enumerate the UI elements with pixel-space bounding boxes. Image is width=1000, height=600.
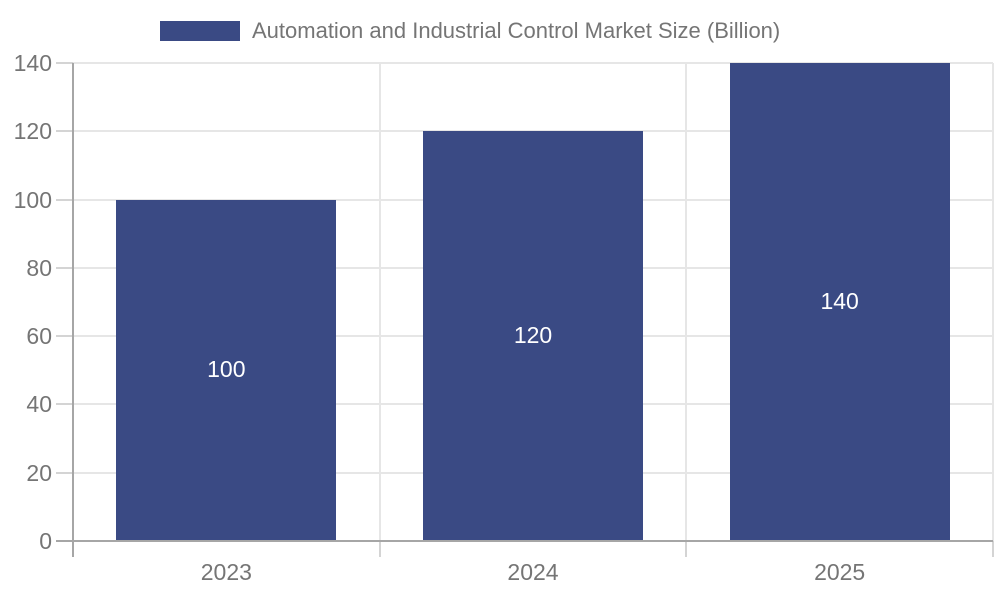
gridline-v — [685, 63, 688, 541]
y-tick-label: 80 — [26, 254, 52, 281]
x-axis-line — [56, 540, 993, 542]
bar-value-label: 100 — [207, 356, 246, 383]
y-tick-label: 140 — [13, 50, 52, 76]
x-tick-label: 2025 — [814, 559, 866, 585]
y-tick-label: 40 — [26, 391, 52, 418]
x-tick-label: 2024 — [507, 559, 559, 585]
bar — [423, 131, 643, 541]
x-tick-label: 2023 — [200, 559, 252, 585]
bar — [116, 199, 337, 541]
y-tick — [56, 130, 73, 133]
y-tick-label: 0 — [39, 528, 52, 554]
y-tick-label: 120 — [13, 118, 52, 145]
y-tick-label: 20 — [26, 459, 52, 486]
bar-value-label: 120 — [513, 322, 553, 349]
chart-legend: Automation and Industrial Control Market… — [160, 17, 780, 45]
y-tick — [56, 335, 73, 338]
x-tick — [378, 541, 381, 557]
gridline-h — [73, 62, 993, 64]
y-tick — [56, 62, 73, 64]
bar-value-label: 140 — [820, 288, 859, 314]
legend-swatch — [160, 21, 240, 41]
y-tick-label: 100 — [13, 186, 52, 213]
y-tick — [56, 266, 73, 269]
y-tick — [56, 471, 73, 474]
x-tick — [992, 541, 994, 557]
chart-title: Automation and Industrial Control Market… — [252, 18, 781, 43]
y-axis-line — [72, 63, 74, 557]
y-tick — [56, 403, 73, 406]
gridline-v — [378, 63, 381, 541]
gridline-v — [992, 63, 994, 541]
y-tick — [56, 198, 73, 201]
x-tick — [685, 541, 688, 557]
y-tick-label: 60 — [26, 323, 52, 350]
bar — [729, 63, 950, 541]
